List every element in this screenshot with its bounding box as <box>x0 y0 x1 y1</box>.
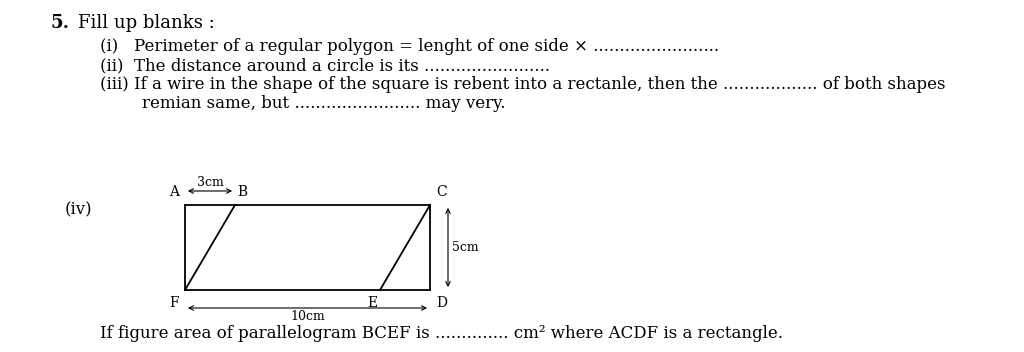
Text: E: E <box>367 296 377 310</box>
Text: (i)   Perimeter of a regular polygon = lenght of one side × ....................: (i) Perimeter of a regular polygon = len… <box>100 38 719 55</box>
Text: (ii)  The distance around a circle is its ........................: (ii) The distance around a circle is its… <box>100 57 550 74</box>
Text: If figure area of parallelogram BCEF is .............. cm² where ACDF is a recta: If figure area of parallelogram BCEF is … <box>100 325 783 342</box>
Text: (iii) If a wire in the shape of the square is rebent into a rectanle, then the .: (iii) If a wire in the shape of the squa… <box>100 76 945 93</box>
Text: C: C <box>436 185 446 199</box>
Text: 5.: 5. <box>50 14 69 32</box>
Text: (iv): (iv) <box>65 201 92 219</box>
Text: B: B <box>237 185 247 199</box>
Text: D: D <box>436 296 447 310</box>
Text: F: F <box>169 296 179 310</box>
Text: 3cm: 3cm <box>197 176 223 189</box>
Text: Fill up blanks :: Fill up blanks : <box>78 14 215 32</box>
Text: 5cm: 5cm <box>452 241 478 254</box>
Text: remian same, but ........................ may very.: remian same, but .......................… <box>100 95 506 112</box>
Text: 10cm: 10cm <box>290 310 325 323</box>
Text: A: A <box>169 185 179 199</box>
